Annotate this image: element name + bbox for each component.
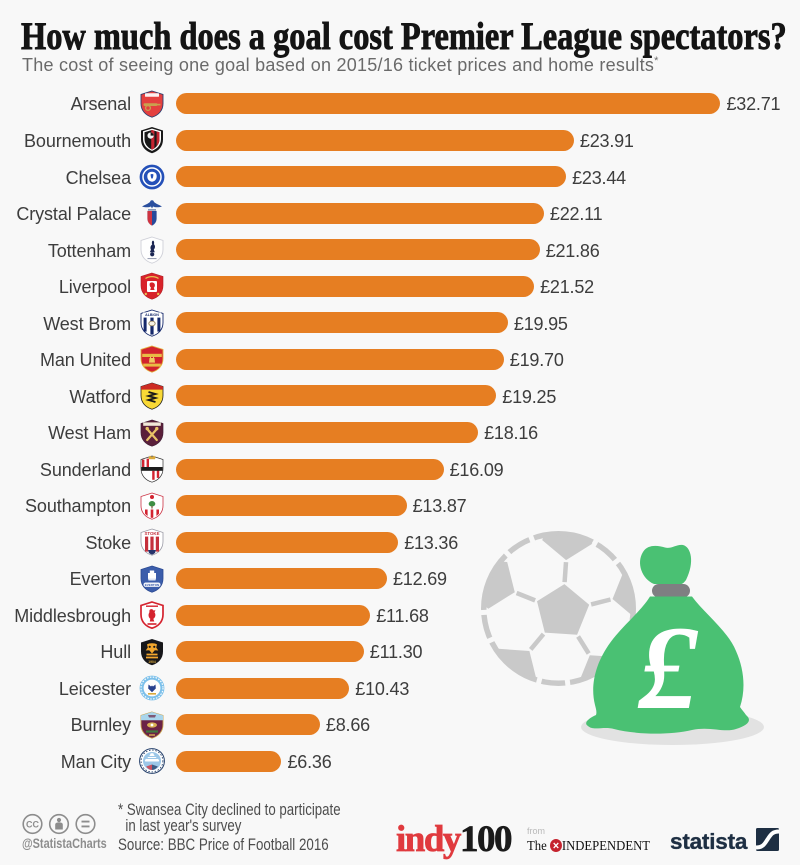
svg-text:1904: 1904 — [148, 660, 156, 664]
svg-text:ALBION: ALBION — [145, 313, 159, 317]
svg-text:STOKE: STOKE — [144, 531, 159, 536]
svg-text:EVERTON: EVERTON — [145, 583, 159, 587]
svg-text:CC: CC — [26, 819, 39, 829]
svg-text:£: £ — [637, 601, 699, 734]
